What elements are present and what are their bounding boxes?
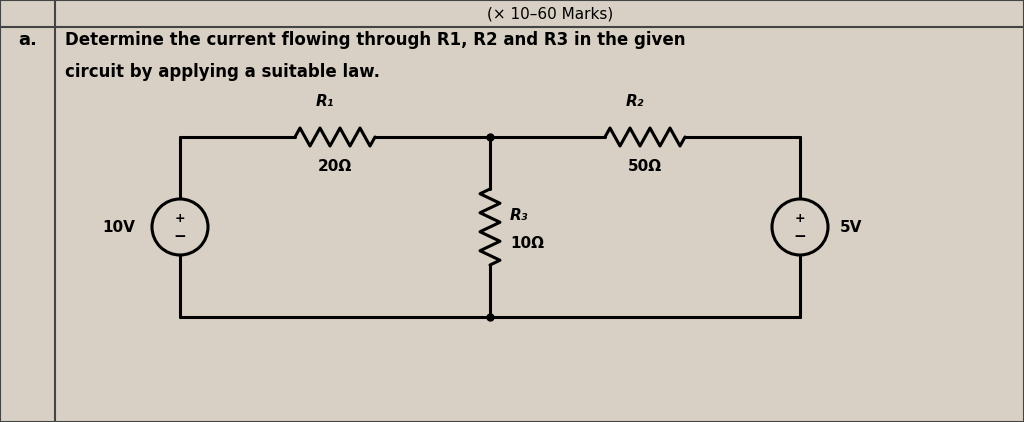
Text: 5V: 5V — [840, 219, 862, 235]
Text: 10Ω: 10Ω — [510, 235, 544, 251]
Text: (× 10–60 Marks): (× 10–60 Marks) — [486, 6, 613, 22]
Text: a.: a. — [18, 31, 38, 49]
Text: −: − — [174, 228, 186, 243]
Text: 50Ω: 50Ω — [628, 159, 663, 174]
Text: R₁: R₁ — [315, 94, 334, 109]
Text: 20Ω: 20Ω — [317, 159, 352, 174]
Text: circuit by applying a suitable law.: circuit by applying a suitable law. — [65, 63, 380, 81]
Text: R₂: R₂ — [626, 94, 644, 109]
Text: R₃: R₃ — [510, 208, 528, 222]
Text: 10V: 10V — [102, 219, 135, 235]
Text: −: − — [794, 228, 806, 243]
Text: +: + — [795, 211, 805, 225]
Text: +: + — [175, 211, 185, 225]
Text: Determine the current flowing through R1, R2 and R3 in the given: Determine the current flowing through R1… — [65, 31, 685, 49]
